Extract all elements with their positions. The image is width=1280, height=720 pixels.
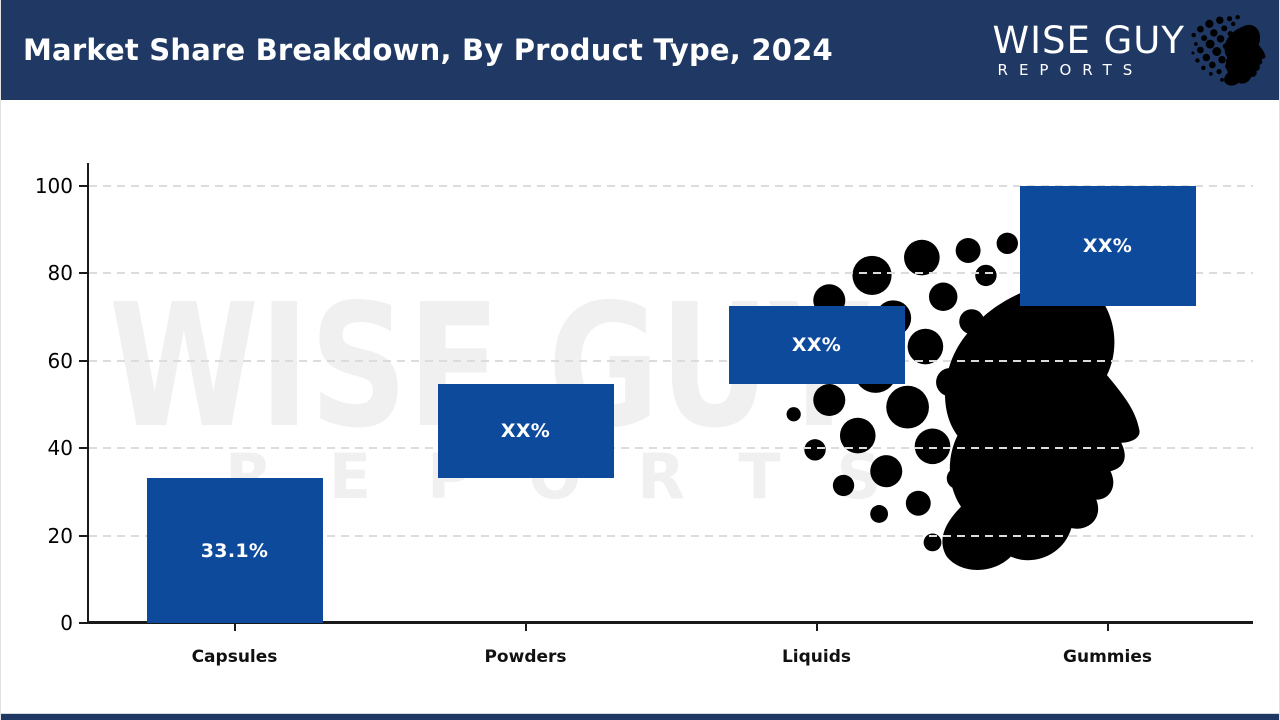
y-axis-spine [87,163,89,624]
bar-powders: XX% [437,384,614,479]
y-tick-0 [79,622,87,624]
y-tick-60 [79,359,87,362]
category-label-liquids: Liquids [781,647,852,667]
page-title: Market Share Breakdown, By Product Type,… [23,33,833,67]
header-bar: Market Share Breakdown, By Product Type,… [1,0,1279,100]
bar-value-label-powders: XX% [500,420,551,443]
footer-accent-bar [1,714,1279,720]
y-tick-100 [79,185,87,187]
bar-value-label-liquids: XX% [791,334,842,357]
y-tick-label-60: 60 [47,348,73,373]
gridline-60 [89,359,1253,362]
bar-value-label-gummies: XX% [1082,235,1133,258]
gridline-80 [89,272,1253,275]
y-tick-label-100: 100 [34,174,73,198]
bar-capsules: 33.1% [146,478,323,623]
bar-gummies: XX% [1019,186,1196,307]
x-tick-powders [524,624,527,631]
brand-subname: REPORTS [997,61,1144,79]
y-tick-label-40: 40 [47,436,73,461]
brand-logo: WISE GUY REPORTS [993,0,1269,100]
footer-divider [1,713,1279,714]
category-label-powders: Powders [484,647,567,667]
bar-liquids: XX% [728,306,905,385]
chart-plot-area: 0 20 40 60 80 100 33.1% Capsules XX% Powders XX% Li… [35,163,1253,667]
y-tick-label-80: 80 [47,261,73,286]
x-tick-gummies [1106,624,1109,631]
brand-head-icon [1187,6,1269,94]
x-axis-line [87,621,1253,624]
category-label-capsules: Capsules [191,647,278,667]
x-tick-capsules [233,624,236,631]
category-label-gummies: Gummies [1063,647,1152,667]
gridline-100 [89,185,1253,187]
y-tick-label-20: 20 [47,523,73,548]
brand-name: WISE GUY [992,19,1185,62]
gridline-40 [89,447,1253,450]
x-tick-liquids [815,624,818,631]
gridline-20 [89,534,1253,537]
y-tick-80 [79,272,87,275]
bar-value-label-capsules: 33.1% [200,539,269,562]
y-tick-20 [79,534,87,537]
y-tick-40 [79,447,87,450]
brand-text: WISE GUY REPORTS [993,22,1185,78]
y-tick-label-0: 0 [60,611,73,635]
